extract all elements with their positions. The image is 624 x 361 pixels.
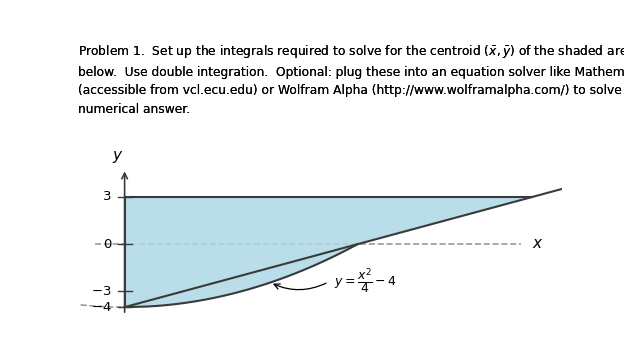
Text: $y$: $y$ (112, 149, 124, 165)
Text: Problem 1.  Set up the integrals required to solve for the centroid ($\bar{x},\b: Problem 1. Set up the integrals required… (78, 43, 624, 116)
Text: 0: 0 (104, 238, 112, 251)
Text: $y = \dfrac{x^2}{4} - 4$: $y = \dfrac{x^2}{4} - 4$ (334, 266, 397, 296)
Text: Problem 1.  Set up the integrals required to solve for the centroid ($\bar{x},\b: Problem 1. Set up the integrals required… (78, 43, 624, 116)
Text: $-3$: $-3$ (91, 285, 112, 298)
Text: $x$: $x$ (532, 236, 544, 251)
Polygon shape (125, 197, 532, 307)
Text: 3: 3 (104, 190, 112, 203)
Text: $-4$: $-4$ (91, 301, 112, 314)
